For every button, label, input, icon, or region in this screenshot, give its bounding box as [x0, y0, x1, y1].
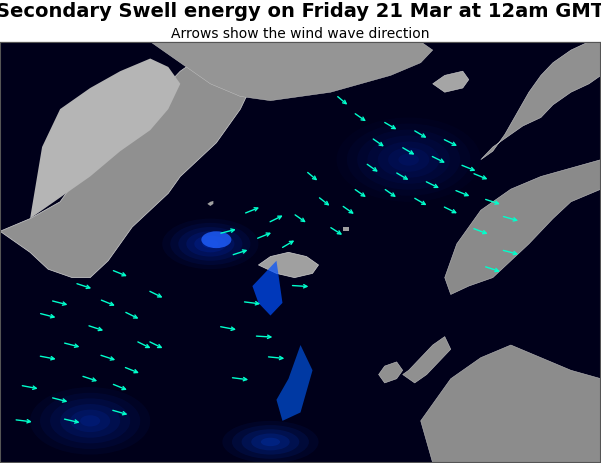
Ellipse shape	[388, 148, 429, 172]
Ellipse shape	[194, 236, 227, 252]
Ellipse shape	[178, 227, 242, 261]
Ellipse shape	[261, 438, 280, 446]
Polygon shape	[379, 362, 403, 383]
Polygon shape	[252, 261, 282, 316]
Ellipse shape	[367, 136, 450, 184]
Ellipse shape	[170, 223, 251, 265]
Polygon shape	[403, 337, 451, 383]
Ellipse shape	[50, 398, 130, 444]
Ellipse shape	[251, 433, 290, 450]
Ellipse shape	[232, 425, 309, 459]
Ellipse shape	[222, 421, 319, 463]
Ellipse shape	[40, 393, 140, 449]
Polygon shape	[481, 42, 601, 160]
Polygon shape	[433, 71, 469, 92]
Ellipse shape	[242, 429, 299, 455]
Polygon shape	[0, 50, 246, 278]
Polygon shape	[150, 42, 433, 100]
Ellipse shape	[357, 130, 460, 190]
Ellipse shape	[203, 240, 218, 248]
Ellipse shape	[70, 410, 110, 432]
Polygon shape	[276, 345, 313, 421]
Ellipse shape	[378, 142, 439, 178]
Ellipse shape	[162, 219, 258, 269]
Ellipse shape	[30, 387, 150, 455]
Polygon shape	[30, 58, 180, 219]
Ellipse shape	[186, 231, 234, 257]
Polygon shape	[258, 252, 319, 278]
Ellipse shape	[201, 231, 231, 248]
Text: Secondary Swell energy on Friday 21 Mar at 12am GMT: Secondary Swell energy on Friday 21 Mar …	[0, 2, 601, 21]
Polygon shape	[445, 160, 601, 294]
Text: Arrows show the wind wave direction: Arrows show the wind wave direction	[171, 27, 430, 41]
Polygon shape	[207, 201, 213, 206]
Ellipse shape	[80, 415, 100, 426]
Polygon shape	[421, 345, 601, 463]
Polygon shape	[343, 227, 349, 231]
Ellipse shape	[60, 404, 120, 438]
Ellipse shape	[398, 154, 419, 166]
